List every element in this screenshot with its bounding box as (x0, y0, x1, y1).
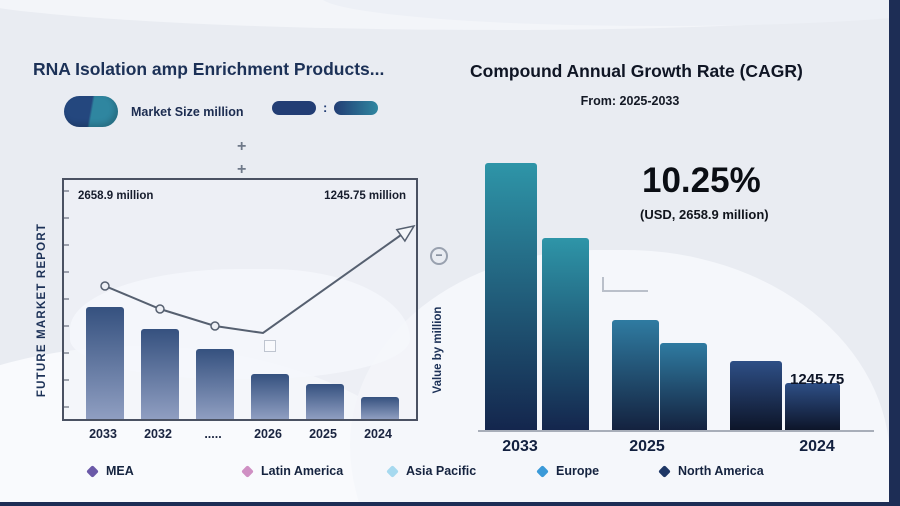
future-market-report-label: FUTURE MARKET REPORT (36, 222, 48, 398)
legend-item-north-america: North America (658, 464, 764, 478)
value-axis-label: Value by million (432, 306, 444, 394)
legend-label: Asia Pacific (406, 464, 477, 478)
minus-circle-icon: − (430, 247, 448, 265)
market-size-bars (64, 180, 416, 419)
right-edge-strip (889, 0, 900, 506)
legend-diamond-icon (658, 464, 671, 478)
cagr-bar-2025-1 (612, 320, 659, 430)
x-axis-label: 2024 (799, 438, 835, 455)
colon-separator: : (323, 100, 328, 115)
market-size-bar-2024 (361, 397, 399, 419)
x-axis-label: 2033 (89, 427, 117, 441)
cagr-bar-2025-2 (660, 343, 707, 430)
cagr-subtitle: From: 2025-2033 (580, 94, 680, 108)
market-size-bar-..... (196, 349, 234, 419)
legend-item-europe: Europe (536, 464, 600, 478)
x-axis-label: 2025 (309, 427, 337, 441)
market-size-pill-icon (64, 96, 118, 127)
legend-diamond-icon (241, 464, 254, 478)
x-axis-label: 2033 (502, 438, 538, 455)
x-axis-label: ..... (204, 427, 222, 441)
legend-label: MEA (106, 464, 134, 478)
left-x-axis: 2033 2032..... 2026 2025 2024 (62, 427, 418, 447)
market-size-bar-2032 (141, 329, 179, 419)
x-axis-label: 2024 (364, 427, 392, 441)
cagr-basis: (USD, 2658.9 million) (640, 207, 769, 222)
legend-label: Europe (556, 464, 600, 478)
plus-icon: + (237, 138, 247, 155)
cagr-title: Compound Annual Growth Rate (CAGR) (470, 61, 803, 81)
left-chart-title: RNA Isolation amp Enrichment Products... (33, 59, 385, 79)
legend-diamond-icon (86, 464, 99, 478)
market-size-chart-panel: 2658.9 million 1245.75 million (62, 178, 418, 421)
legend-label: North America (678, 464, 764, 478)
right-x-axis: 2033 2025 2024 (478, 438, 874, 460)
market-size-bar-2026 (251, 374, 289, 419)
trend-arrow (100, 224, 416, 335)
bar-value-callout: 1245.75 (790, 371, 845, 388)
x-axis-baseline (478, 430, 874, 432)
cagr-percentage: 10.25% (642, 161, 761, 200)
legend-diamond-icon (386, 464, 399, 478)
cagr-bar-2024-2 (785, 383, 840, 430)
legend-diamond-icon (536, 464, 549, 478)
market-size-legend-label: Market Size million (131, 105, 244, 119)
cagr-bar-2033-2 (542, 238, 589, 430)
annotation-2033-value: 2658.9 million (78, 190, 154, 202)
legend-item-mea: MEA (86, 464, 134, 478)
x-axis-label: 2032 (144, 427, 172, 441)
legend-item-asia-pacific: Asia Pacific (386, 464, 477, 478)
market-size-bar-2025 (306, 384, 344, 419)
cagr-bars (478, 150, 874, 432)
x-axis-label: 2025 (629, 438, 665, 455)
plus-icon: + (237, 161, 247, 178)
annotation-2024-value: 1245.75 million (324, 190, 406, 202)
market-size-bar-2033 (86, 307, 124, 419)
cagr-bar-2033-1 (485, 163, 537, 430)
x-axis-label: 2026 (254, 427, 282, 441)
axis-tick-marks (64, 190, 69, 409)
legend-label: Latin America (261, 464, 344, 478)
pill-divider-icon: : (272, 100, 379, 115)
cagr-bar-2024-1 (730, 361, 782, 430)
legend-item-latin-america: Latin America (241, 464, 344, 478)
bottom-edge-strip (0, 502, 900, 506)
decorative-square-icon (264, 340, 276, 352)
pill-dark-icon (272, 100, 316, 115)
background-hill-shape (70, 269, 410, 379)
region-legend: MEA Latin America Asia Pacific Europe North … (0, 464, 900, 490)
pill-gradient-icon (334, 100, 379, 115)
step-line-decoration (602, 277, 648, 292)
